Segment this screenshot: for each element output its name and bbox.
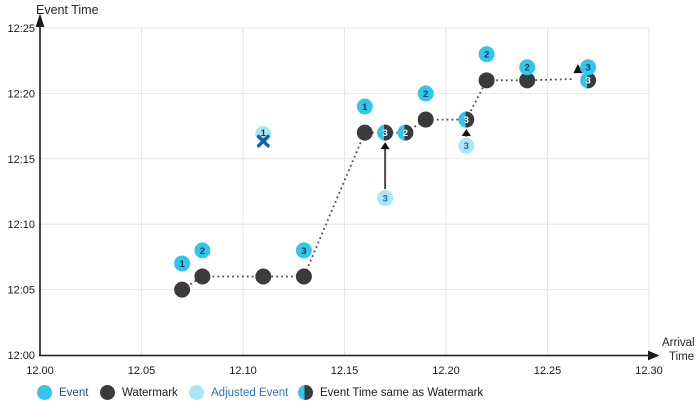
watermark-swatch-icon — [100, 385, 115, 400]
chart-legend: Event Watermark Adjusted Event Event Tim… — [0, 384, 696, 401]
x-tick-label: 12.10 — [229, 365, 257, 377]
adjusted-event-point — [458, 137, 475, 154]
event-point — [519, 59, 536, 76]
watermark-point — [255, 268, 272, 285]
x-tick-label: 12.15 — [331, 365, 359, 377]
event-point — [478, 46, 495, 63]
event-same-as-watermark-point — [397, 124, 414, 141]
point-number-label: 1 — [179, 259, 185, 270]
x-axis-title-line1: Arrival — [662, 337, 695, 349]
point-number-label: 3 — [301, 246, 306, 257]
y-axis-title: Event Time — [36, 3, 99, 17]
event-same-as-watermark-point — [580, 72, 597, 89]
point-number-label: 1 — [362, 102, 368, 113]
event-point — [356, 98, 373, 115]
point-number-label: 2 — [525, 63, 530, 74]
adjustment-arrow-icon — [461, 129, 471, 137]
y-tick-label: 12:10 — [7, 219, 35, 231]
event-point — [417, 85, 434, 102]
x-axis-arrow-icon — [648, 350, 660, 361]
x-axis-title: Arrival Time — [662, 337, 695, 364]
watermark-dotted-line — [181, 78, 574, 291]
point-number-label: 3 — [585, 76, 590, 87]
watermark-point — [519, 72, 536, 89]
watermark-point — [194, 268, 211, 285]
y-tick-label: 12:25 — [7, 23, 35, 35]
legend-label-adjusted-event: Adjusted Event — [211, 386, 289, 399]
point-number-label: 3 — [382, 193, 387, 204]
point-number-label: 2 — [484, 50, 489, 61]
point-number-label: 2 — [200, 246, 205, 257]
point-number-label: 3 — [464, 141, 469, 152]
event-same-as-watermark-swatch-icon — [298, 385, 313, 400]
point-number-label: 3 — [464, 115, 469, 126]
watermark-point — [478, 72, 495, 89]
y-tick-label: 12:20 — [7, 88, 35, 100]
x-axis-title-line2: Time — [669, 350, 695, 363]
x-tick-label: 12.20 — [432, 365, 460, 377]
point-number-label: 3 — [585, 63, 590, 74]
watermark-point — [295, 268, 312, 285]
legend-label-event-same-as-watermark: Event Time same as Watermark — [320, 386, 484, 399]
dropped-x-mark-icon — [256, 134, 270, 148]
y-tick-label: 12:15 — [7, 154, 35, 166]
legend-label-event: Event — [59, 386, 89, 399]
event-swatch-icon — [37, 385, 52, 400]
y-tick-label: 12:00 — [7, 350, 35, 362]
legend-label-watermark: Watermark — [122, 386, 178, 399]
x-tick-label: 12.25 — [534, 365, 562, 377]
legend-item-event-same-as-watermark: Event Time same as Watermark — [298, 384, 483, 401]
legend-item-event: Event — [37, 384, 88, 401]
point-number-label: 2 — [423, 89, 428, 100]
y-tick-label: 12:05 — [7, 285, 35, 297]
adjusted-event-swatch-icon — [189, 385, 204, 400]
event-point — [174, 255, 191, 272]
point-number-label: 1 — [261, 128, 267, 139]
watermark-point — [356, 124, 373, 141]
legend-item-watermark: Watermark — [100, 384, 178, 401]
x-tick-label: 12.30 — [635, 365, 663, 377]
event-point — [295, 242, 312, 259]
event-point — [580, 59, 597, 76]
event-same-as-watermark-point — [458, 111, 475, 128]
y-axis-arrow-icon — [35, 13, 45, 27]
watermark-point — [174, 281, 191, 298]
point-number-label: 2 — [403, 128, 408, 139]
event-point — [194, 242, 211, 259]
legend-item-adjusted-event: Adjusted Event — [189, 384, 288, 401]
adjusted-event-point — [377, 190, 394, 207]
x-tick-label: 12.00 — [26, 365, 54, 377]
watermark-advance-arrow-icon — [573, 63, 583, 74]
watermark-point — [417, 111, 434, 128]
point-number-label: 3 — [382, 128, 387, 139]
x-tick-label: 12.05 — [128, 365, 156, 377]
adjustment-arrow-icon — [380, 142, 390, 150]
event-same-as-watermark-point — [377, 124, 394, 141]
